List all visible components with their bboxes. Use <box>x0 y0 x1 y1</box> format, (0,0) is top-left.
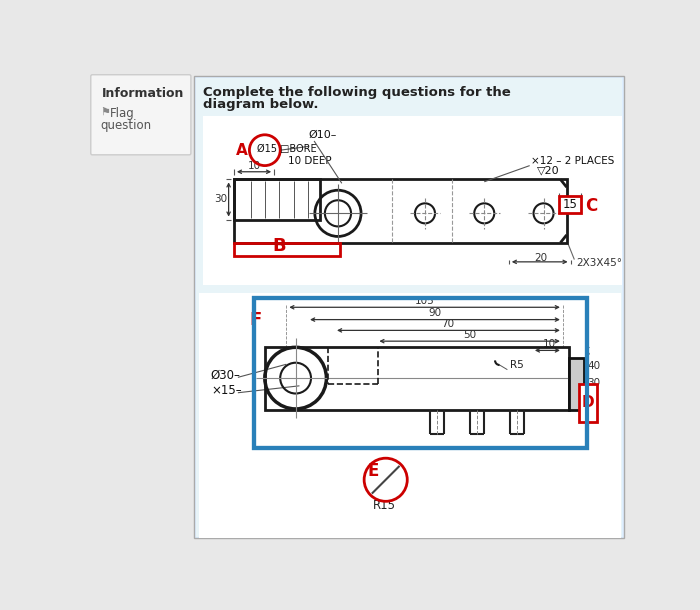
Text: 20: 20 <box>535 253 548 263</box>
Bar <box>265 346 569 410</box>
Text: 10 DEEP: 10 DEEP <box>288 156 332 166</box>
Text: 40: 40 <box>587 361 600 371</box>
Text: R15: R15 <box>372 500 396 512</box>
Text: C: C <box>585 196 597 215</box>
Text: ▽20: ▽20 <box>537 165 559 175</box>
Text: 90: 90 <box>428 309 442 318</box>
Text: ⚑: ⚑ <box>100 107 110 117</box>
Bar <box>254 298 587 448</box>
Text: diagram below.: diagram below. <box>203 98 318 111</box>
Bar <box>234 243 340 256</box>
Text: 30: 30 <box>587 378 600 388</box>
Bar <box>234 179 321 220</box>
Text: 10: 10 <box>542 339 556 350</box>
Text: 30: 30 <box>214 195 228 204</box>
Text: R5: R5 <box>510 360 524 370</box>
Text: 70: 70 <box>442 319 454 329</box>
Text: 15: 15 <box>562 198 578 212</box>
Text: F: F <box>249 310 262 329</box>
Bar <box>569 358 584 410</box>
Text: 2X3X45°: 2X3X45° <box>576 257 622 268</box>
Text: A: A <box>236 143 248 159</box>
Text: D: D <box>582 395 594 411</box>
Text: Ø30–: Ø30– <box>211 368 241 381</box>
Bar <box>559 196 580 214</box>
Bar <box>254 298 587 448</box>
Text: B: B <box>272 237 286 255</box>
Text: 105: 105 <box>414 296 434 306</box>
FancyBboxPatch shape <box>91 75 191 155</box>
Text: ×12 – 2 PLACES: ×12 – 2 PLACES <box>531 156 615 166</box>
Text: Flag: Flag <box>110 107 135 120</box>
Bar <box>579 384 598 422</box>
Bar <box>234 179 567 243</box>
Text: question: question <box>100 120 151 132</box>
Text: ×15–: ×15– <box>211 384 241 397</box>
Bar <box>199 293 621 537</box>
Text: Complete the following questions for the: Complete the following questions for the <box>203 85 511 99</box>
Text: Information: Information <box>102 87 184 100</box>
Text: 50: 50 <box>463 330 476 340</box>
Text: 10: 10 <box>248 162 260 171</box>
Bar <box>203 115 622 285</box>
Text: Ø10–: Ø10– <box>309 130 337 140</box>
Text: Ø15 □BORE: Ø15 □BORE <box>257 144 316 154</box>
Text: E: E <box>368 462 379 479</box>
Bar <box>195 78 622 537</box>
Bar <box>194 76 624 538</box>
